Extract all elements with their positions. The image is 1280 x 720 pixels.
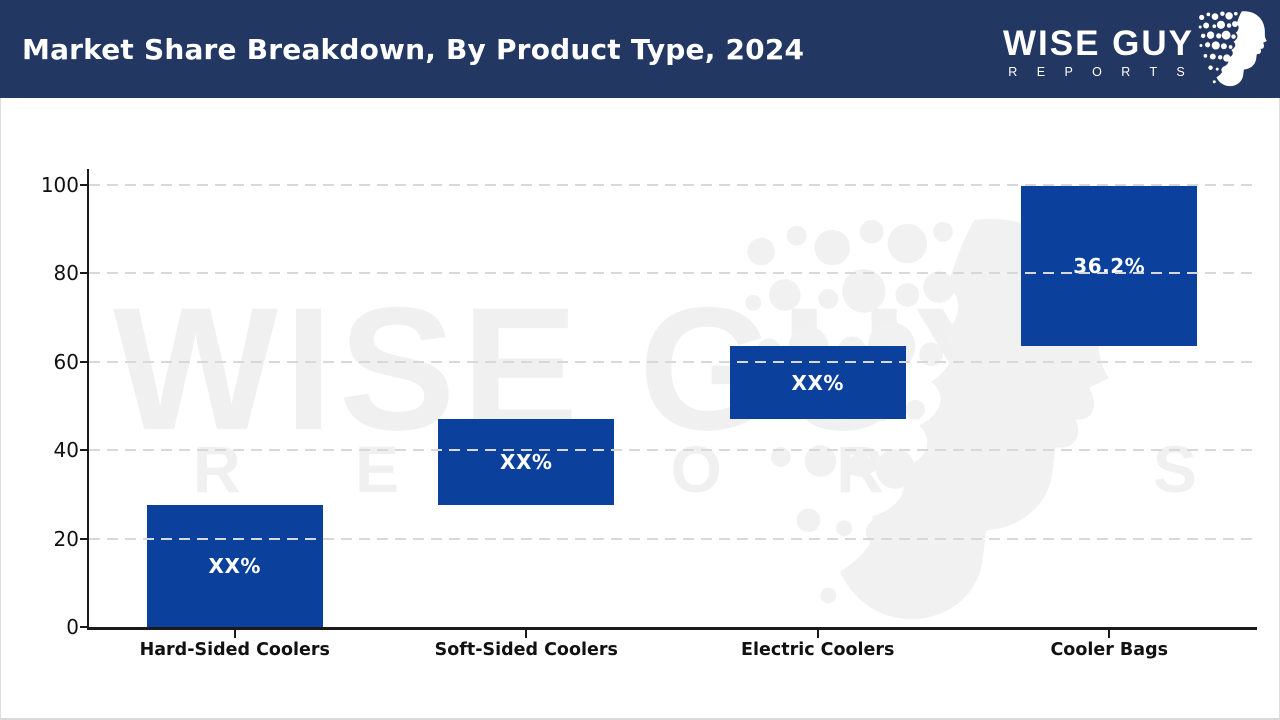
y-tick-mark xyxy=(80,449,89,451)
logo-wordmark: WISE GUY xyxy=(1002,23,1194,63)
y-tick-label: 40 xyxy=(53,438,79,462)
gridline-100 xyxy=(89,183,1255,186)
y-tick-mark xyxy=(80,360,89,363)
x-tick-label: Hard-Sided Coolers xyxy=(139,640,330,660)
bar-hard-sided-coolers: XX% xyxy=(146,505,323,627)
y-tick-mark xyxy=(80,537,89,540)
bar-value-label: 36.2% xyxy=(1073,253,1146,278)
x-tick-mark xyxy=(1108,630,1111,638)
bar-electric-coolers: XX% xyxy=(729,346,906,419)
bar-soft-sided-coolers: XX% xyxy=(438,419,615,506)
x-tick-label: Cooler Bags xyxy=(1050,640,1169,660)
gridline-40 xyxy=(89,449,1255,451)
bar-cooler-bags: 36.2% xyxy=(1021,185,1198,346)
gridline-60 xyxy=(89,360,1255,363)
bar-value-label: XX% xyxy=(791,370,844,395)
y-tick-label: 0 xyxy=(66,615,79,639)
wiseguy-logo: WISE GUY R E P O R T S xyxy=(1003,4,1272,94)
bar-value-label: XX% xyxy=(500,450,553,475)
y-tick-mark xyxy=(80,272,89,274)
x-tick-label: Electric Coolers xyxy=(741,640,895,660)
x-tick-mark xyxy=(816,630,819,638)
logo-subtitle: R E P O R T S xyxy=(1008,64,1193,79)
logo-text: WISE GUY R E P O R T S xyxy=(1003,26,1194,79)
y-tick-mark xyxy=(80,183,89,186)
y-tick-label: 60 xyxy=(53,349,79,374)
gridline-20 xyxy=(89,537,1255,540)
y-tick-mark xyxy=(80,626,89,628)
x-tick-label: Soft-Sided Coolers xyxy=(434,640,618,660)
y-tick-label: 20 xyxy=(53,526,79,551)
header-bar: Market Share Breakdown, By Product Type,… xyxy=(0,0,1280,98)
bar-value-label: XX% xyxy=(208,554,261,579)
x-tick-mark xyxy=(233,630,236,638)
y-axis-line xyxy=(87,169,89,629)
y-tick-label: 80 xyxy=(53,261,79,285)
x-tick-mark xyxy=(525,630,528,638)
logo-dotted-face-icon xyxy=(1198,11,1267,87)
x-axis-line xyxy=(87,627,1257,630)
gridline-80 xyxy=(89,272,1255,274)
y-tick-label: 100 xyxy=(40,172,79,197)
page-title: Market Share Breakdown, By Product Type,… xyxy=(22,32,805,66)
